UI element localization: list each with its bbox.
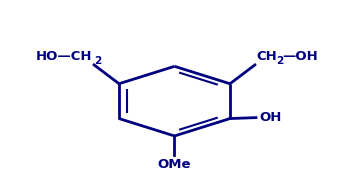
Text: 2: 2	[94, 56, 101, 66]
Text: OMe: OMe	[158, 158, 191, 171]
Text: CH: CH	[257, 50, 277, 63]
Text: —OH: —OH	[282, 50, 318, 63]
Text: OH: OH	[259, 111, 282, 124]
Text: 2: 2	[276, 56, 283, 66]
Text: HO—CH: HO—CH	[36, 50, 92, 63]
